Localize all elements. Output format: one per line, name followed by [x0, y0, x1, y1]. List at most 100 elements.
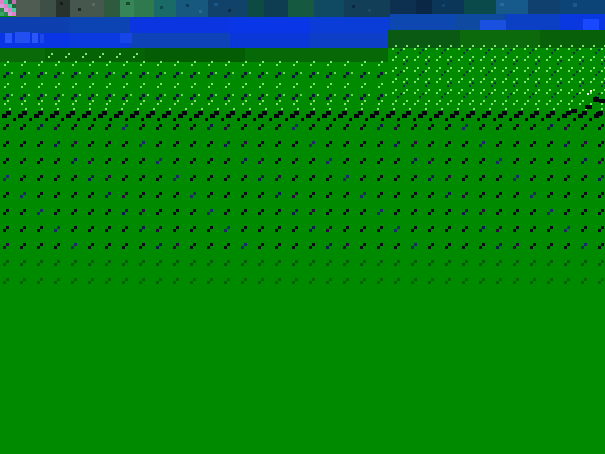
- pattern-mark-light: [458, 92, 460, 94]
- rgb-noise-cell: [4, 8, 8, 12]
- band-fragment: [245, 48, 388, 62]
- pattern-blob-black: [290, 114, 295, 118]
- pattern-mark-light: [225, 103, 227, 105]
- pattern-mark-light: [140, 86, 142, 88]
- pattern-mark-dark: [20, 195, 23, 198]
- pattern-mark-dark: [381, 118, 384, 121]
- pattern-mark-dark: [547, 195, 550, 198]
- pattern-mark-light: [458, 59, 460, 61]
- pattern-mark-dark: [557, 118, 560, 121]
- pattern-mark-dark: [343, 127, 346, 130]
- pattern-blob-black: [322, 114, 327, 118]
- pattern-mark-light: [208, 64, 210, 66]
- pattern-blob-black: [114, 114, 119, 118]
- pattern-mark-light: [491, 59, 493, 61]
- pattern-mark-light: [546, 48, 548, 50]
- pattern-mark-dark: [428, 212, 431, 215]
- pattern-mark-light: [414, 103, 416, 105]
- pattern-mark-dark: [224, 212, 227, 215]
- pattern-mark-dark: [428, 195, 431, 198]
- pattern-mark-dark: [207, 229, 210, 232]
- pattern-mark-faint: [326, 263, 329, 266]
- rgb-noise-cell: [8, 4, 12, 8]
- pattern-mark-navy: [601, 63, 603, 65]
- pattern-mark-dark: [224, 144, 227, 147]
- glitch-block: [288, 0, 314, 17]
- pattern-mark-dark: [309, 246, 312, 249]
- pattern-mark-dark: [581, 144, 584, 147]
- pattern-mark-dark: [275, 229, 278, 232]
- pattern-mark-light: [447, 70, 449, 72]
- pattern-mark-faint: [394, 263, 397, 266]
- pattern-mark-dark: [428, 127, 431, 130]
- pattern-mark-dark: [462, 229, 465, 232]
- pattern-mark-dark: [122, 178, 125, 181]
- pattern-mark-light: [601, 48, 603, 50]
- pattern-mark-dark: [598, 246, 601, 249]
- pattern-mark-dark: [156, 178, 159, 181]
- glitch-speckle: [199, 10, 202, 13]
- pattern-mark-dark: [139, 144, 142, 147]
- titlebar-fragment: [0, 17, 70, 33]
- pattern-mark-dark: [445, 161, 448, 164]
- pattern-mark-dark: [157, 118, 160, 121]
- pattern-mark-dark: [564, 195, 567, 198]
- pattern-dot-light: [537, 108, 539, 110]
- pattern-mark-light: [601, 70, 603, 72]
- glitch-speckle: [214, 3, 218, 6]
- pattern-mark-dark: [71, 75, 74, 78]
- pattern-mark-dark: [173, 246, 176, 249]
- pattern-mark-dark: [394, 212, 397, 215]
- pattern-mark-dark: [547, 161, 550, 164]
- pattern-mark-dark: [581, 161, 584, 164]
- pattern-mark-light: [21, 86, 23, 88]
- pattern-mark-light: [601, 59, 603, 61]
- pattern-mark-dark: [275, 75, 278, 78]
- pattern-mark-faint: [411, 281, 414, 284]
- pattern-dot-light: [28, 72, 30, 74]
- pattern-mark-dark: [156, 161, 159, 164]
- pattern-mark-dark: [377, 127, 380, 130]
- pattern-mark-dark: [326, 195, 329, 198]
- pattern-dot-light: [153, 108, 155, 110]
- pattern-mark-light: [157, 103, 159, 105]
- pattern-mark-light: [133, 56, 135, 58]
- pattern-mark-navy: [573, 74, 575, 76]
- pattern-mark-dark: [88, 97, 91, 100]
- pattern-mark-dark: [513, 212, 516, 215]
- pattern-mark-navy: [491, 63, 493, 65]
- pattern-mark-dark: [37, 178, 40, 181]
- pattern-mark-dark: [394, 127, 397, 130]
- pattern-mark-dark: [275, 195, 278, 198]
- pattern-dot-light: [409, 108, 411, 110]
- pattern-mark-light: [546, 59, 548, 61]
- pattern-mark-dark: [77, 118, 80, 121]
- pattern-mark-navy: [601, 85, 603, 87]
- pattern-mark-dark: [241, 212, 244, 215]
- pattern-mark-light: [4, 86, 6, 88]
- pattern-mark-dark: [93, 118, 96, 121]
- pattern-mark-light: [436, 81, 438, 83]
- pattern-mark-dark: [105, 178, 108, 181]
- rgb-noise-cell: [12, 12, 16, 16]
- pattern-mark-light: [579, 81, 581, 83]
- pattern-mark-dark: [462, 178, 465, 181]
- pattern-mark-dark: [292, 97, 295, 100]
- pattern-mark-dark: [241, 97, 244, 100]
- pattern-mark-dark: [190, 127, 193, 130]
- pattern-mark-faint: [139, 281, 142, 284]
- pattern-mark-light: [123, 103, 125, 105]
- pattern-mark-dark: [205, 118, 208, 121]
- pattern-mark-dark: [326, 161, 329, 164]
- pattern-mark-dark: [20, 97, 23, 100]
- pattern-mark-light: [502, 59, 504, 61]
- pattern-mark-faint: [190, 263, 193, 266]
- pattern-mark-faint: [71, 263, 74, 266]
- pattern-mark-light: [535, 81, 537, 83]
- pattern-mark-faint: [309, 281, 312, 284]
- pattern-mark-dark: [207, 178, 210, 181]
- pattern-dot-light: [147, 94, 149, 96]
- pattern-mark-dark: [20, 212, 23, 215]
- pattern-mark-dark: [258, 195, 261, 198]
- pattern-mark-dark: [139, 127, 142, 130]
